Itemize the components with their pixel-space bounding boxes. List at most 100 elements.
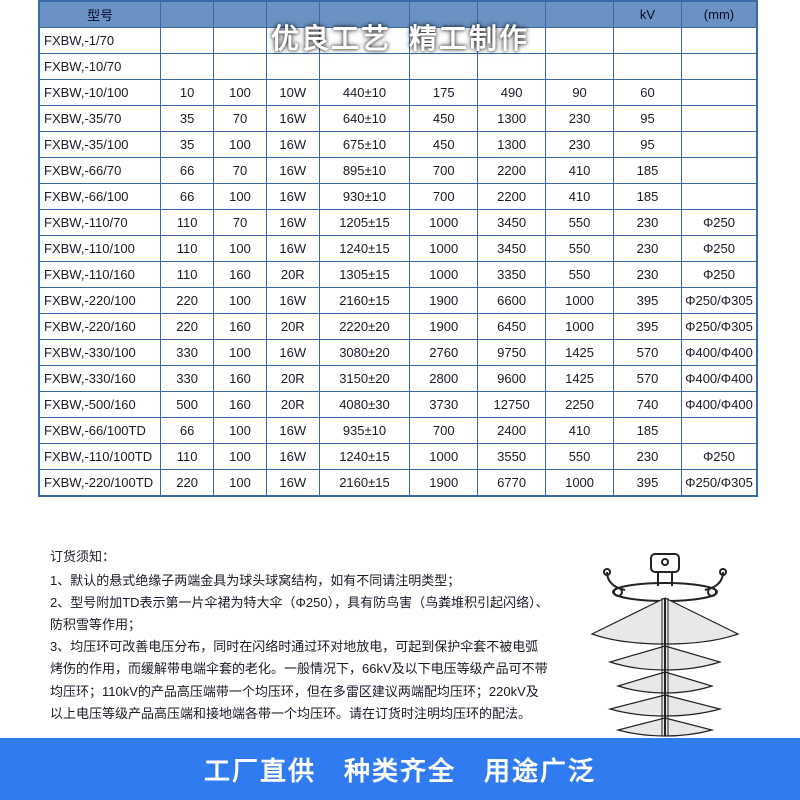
table-cell: 100 <box>214 132 267 158</box>
table-cell: 1000 <box>410 444 478 470</box>
table-cell: 9600 <box>478 366 546 392</box>
table-cell <box>614 28 682 54</box>
table-cell: Φ250 <box>681 262 757 288</box>
notes-line: 3、均压环可改善电压分布，同时在闪络时通过环对地放电，可起到保护伞套不被电弧烤伤… <box>50 636 550 724</box>
table-cell: 160 <box>214 314 267 340</box>
table-cell: 66 <box>161 418 214 444</box>
table-cell <box>681 132 757 158</box>
table-cell: 10W <box>266 80 319 106</box>
table-cell: 1000 <box>410 262 478 288</box>
table-row: FXBW,-220/10022010016W2160±1519006600100… <box>39 288 757 314</box>
table-header-cell <box>266 1 319 28</box>
table-cell: FXBW,-220/100TD <box>39 470 161 496</box>
table-cell: FXBW,-220/100 <box>39 288 161 314</box>
table-cell: 550 <box>546 210 614 236</box>
table-cell: FXBW,-110/100TD <box>39 444 161 470</box>
table-cell: 1305±15 <box>319 262 410 288</box>
table-cell: 2800 <box>410 366 478 392</box>
table-cell: Φ400/Φ400 <box>681 340 757 366</box>
table-cell <box>681 28 757 54</box>
table-cell: FXBW,-66/100TD <box>39 418 161 444</box>
notes-title: 订货须知： <box>50 546 550 568</box>
table-cell: 16W <box>266 106 319 132</box>
table-cell: 1205±15 <box>319 210 410 236</box>
footer-banner: 工厂直供 种类齐全 用途广泛 <box>0 738 800 800</box>
table-cell: 16W <box>266 340 319 366</box>
table-row: FXBW,-10/1001010010W440±101754909060 <box>39 80 757 106</box>
table-row: FXBW,-110/701107016W1205±151000345055023… <box>39 210 757 236</box>
table-cell: 550 <box>546 262 614 288</box>
table-cell: 9750 <box>478 340 546 366</box>
table-cell: 2160±15 <box>319 470 410 496</box>
table-cell: 100 <box>214 444 267 470</box>
table-cell <box>546 54 614 80</box>
table-cell: 410 <box>546 184 614 210</box>
table-cell: 930±10 <box>319 184 410 210</box>
table-cell: FXBW,-66/70 <box>39 158 161 184</box>
table-cell: 935±10 <box>319 418 410 444</box>
table-cell: 100 <box>214 470 267 496</box>
table-cell: 160 <box>214 366 267 392</box>
table-cell: Φ250/Φ305 <box>681 470 757 496</box>
table-cell: FXBW,-66/100 <box>39 184 161 210</box>
table-cell: FXBW,-110/100 <box>39 236 161 262</box>
table-cell: 3550 <box>478 444 546 470</box>
table-cell: 12750 <box>478 392 546 418</box>
table-cell: 100 <box>214 340 267 366</box>
table-cell: 2160±15 <box>319 288 410 314</box>
notes-line: 1、默认的悬式绝缘子两端金具为球头球窝结构，如有不同请注明类型； <box>50 570 550 592</box>
table-cell <box>214 54 267 80</box>
table-cell: 490 <box>478 80 546 106</box>
table-cell: 2760 <box>410 340 478 366</box>
table-row: FXBW,-110/100TD11010016W1240±15100035505… <box>39 444 757 470</box>
table-cell <box>214 28 267 54</box>
table-cell: 16W <box>266 236 319 262</box>
table-cell: 185 <box>614 158 682 184</box>
table-cell: 16W <box>266 210 319 236</box>
table-cell <box>478 28 546 54</box>
table-header-cell <box>478 1 546 28</box>
table-cell: 6600 <box>478 288 546 314</box>
table-cell: 230 <box>614 236 682 262</box>
table-row: FXBW,-66/1006610016W930±107002200410185 <box>39 184 757 210</box>
table-cell: 110 <box>161 444 214 470</box>
table-cell: 20R <box>266 392 319 418</box>
table-cell: 1240±15 <box>319 236 410 262</box>
footer-a: 工厂直供 <box>204 751 316 788</box>
table-cell <box>410 54 478 80</box>
table-cell <box>681 184 757 210</box>
table-cell: 100 <box>214 184 267 210</box>
table-header-cell <box>410 1 478 28</box>
table-cell: 395 <box>614 288 682 314</box>
table-row: FXBW,-110/16011016020R1305±1510003350550… <box>39 262 757 288</box>
table-cell: 185 <box>614 184 682 210</box>
table-cell: 1300 <box>478 132 546 158</box>
table-row: FXBW,-220/100TD22010016W2160±15190067701… <box>39 470 757 496</box>
table-cell: 450 <box>410 132 478 158</box>
table-cell: 160 <box>214 392 267 418</box>
table-cell: 230 <box>614 262 682 288</box>
table-header-cell <box>214 1 267 28</box>
table-cell: 2220±20 <box>319 314 410 340</box>
table-cell: 700 <box>410 158 478 184</box>
table-cell: 110 <box>161 262 214 288</box>
table-cell <box>266 28 319 54</box>
table-cell: 16W <box>266 470 319 496</box>
table-cell: 1000 <box>546 314 614 340</box>
table-cell: Φ400/Φ400 <box>681 366 757 392</box>
table-cell: 3450 <box>478 236 546 262</box>
table-cell: 1900 <box>410 314 478 340</box>
table-cell: 20R <box>266 262 319 288</box>
table-cell: 2400 <box>478 418 546 444</box>
table-row: FXBW,-330/10033010016W3080±2027609750142… <box>39 340 757 366</box>
order-notes: 订货须知： 1、默认的悬式绝缘子两端金具为球头球窝结构，如有不同请注明类型； 2… <box>50 546 550 725</box>
table-cell: 550 <box>546 444 614 470</box>
table-cell <box>681 106 757 132</box>
table-row: FXBW,-330/16033016020R3150±2028009600142… <box>39 366 757 392</box>
table-header-cell <box>161 1 214 28</box>
table-cell: 1000 <box>546 470 614 496</box>
table-cell: 6770 <box>478 470 546 496</box>
table-cell: 640±10 <box>319 106 410 132</box>
table-cell: 4080±30 <box>319 392 410 418</box>
table-cell: Φ250 <box>681 210 757 236</box>
